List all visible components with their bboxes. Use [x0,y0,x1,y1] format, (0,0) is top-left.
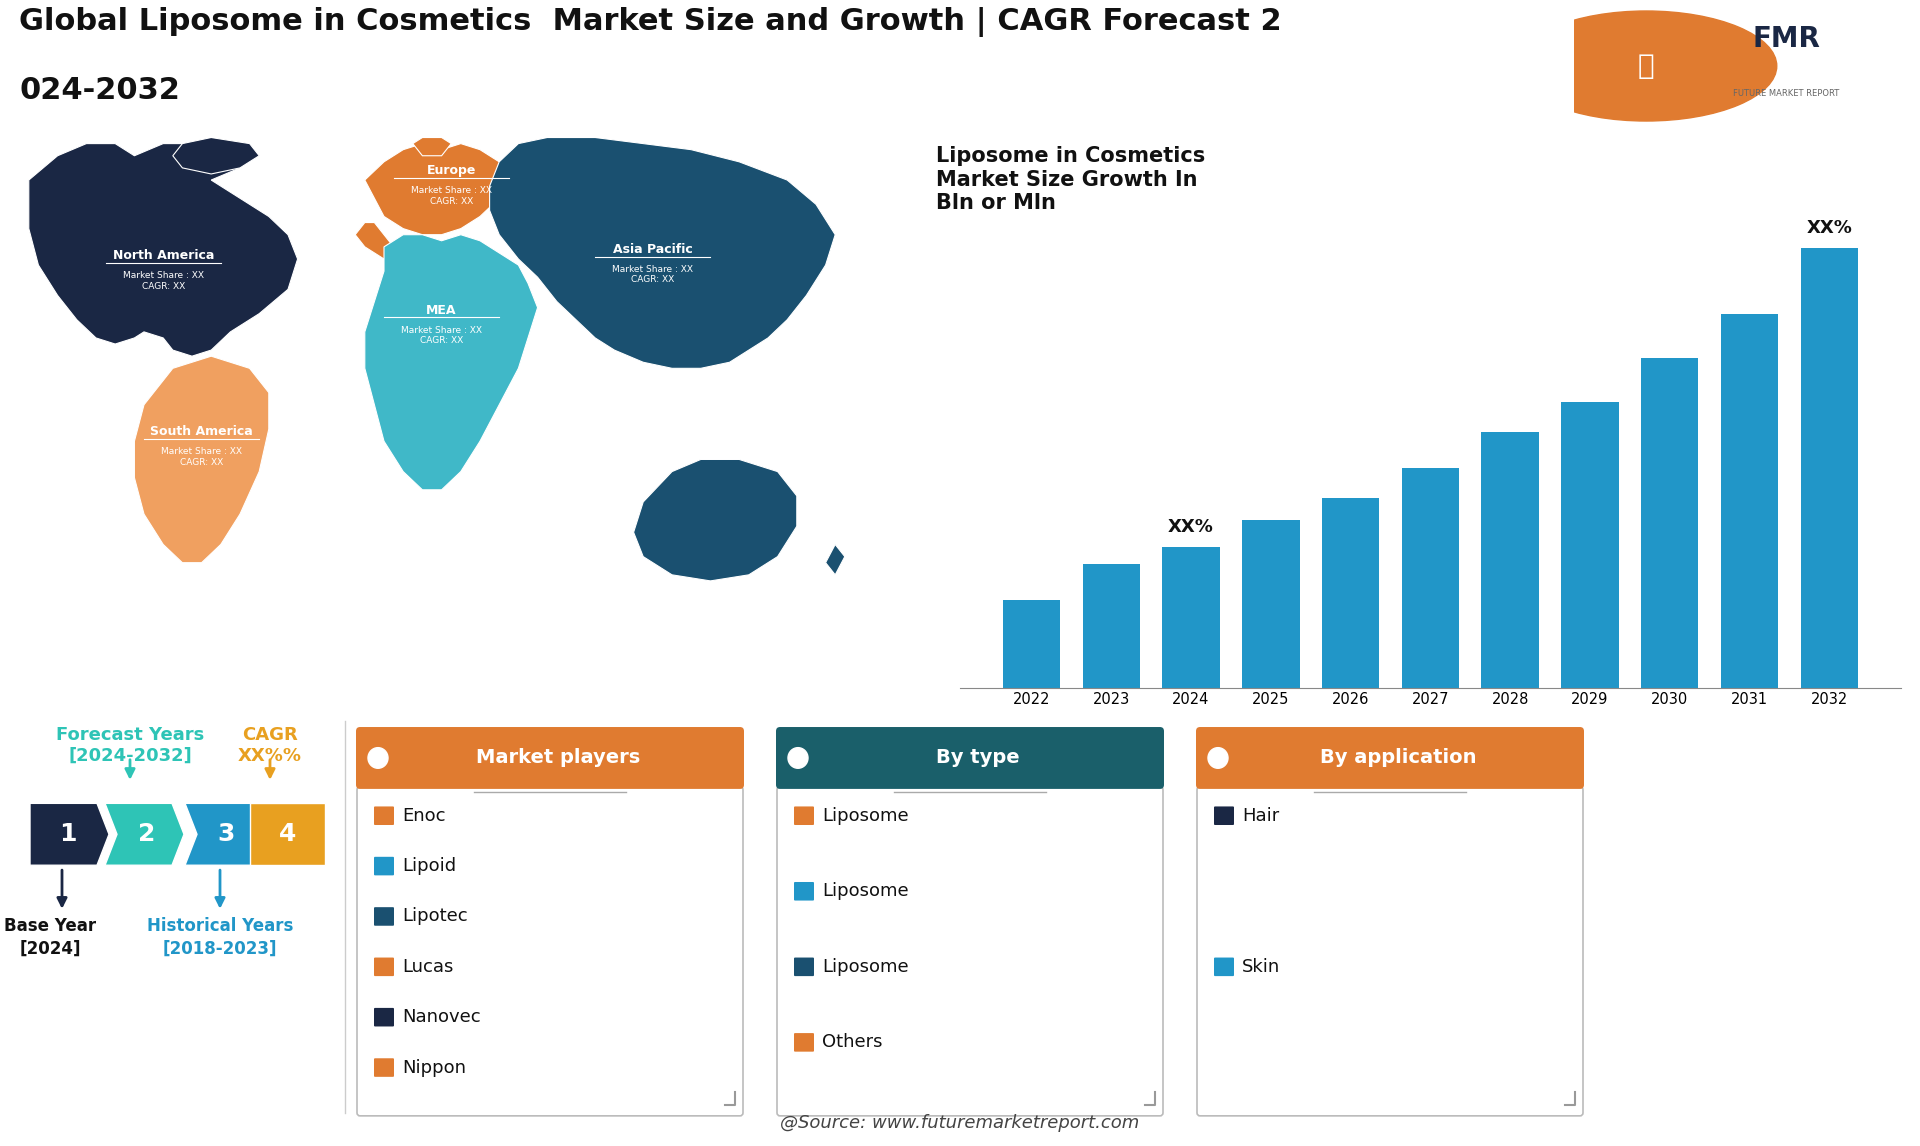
Text: Others: Others [822,1034,883,1051]
Bar [1162,547,1219,688]
Text: Europe: Europe [426,164,476,176]
FancyBboxPatch shape [374,807,394,825]
Text: XX%: XX% [1167,518,1213,536]
Polygon shape [490,138,835,368]
Text: 024-2032: 024-2032 [19,76,180,104]
Text: Asia Pacific: Asia Pacific [612,243,693,256]
Polygon shape [250,803,324,865]
Text: [2018-2023]: [2018-2023] [163,940,276,958]
Text: 2: 2 [138,823,156,846]
Text: North America: North America [113,249,213,262]
Text: Hair: Hair [1242,807,1279,825]
Polygon shape [134,356,269,563]
Text: 🦅: 🦅 [1638,52,1655,80]
FancyBboxPatch shape [357,787,743,1116]
Text: FMR: FMR [1753,24,1820,53]
Text: 3: 3 [217,823,234,846]
Text: South America: South America [150,425,253,438]
FancyBboxPatch shape [374,857,394,876]
Text: Historical Years: Historical Years [146,917,294,935]
Bar [1402,468,1459,688]
FancyBboxPatch shape [1213,958,1235,976]
Polygon shape [355,222,394,259]
FancyBboxPatch shape [374,908,394,926]
Text: XX%%: XX%% [238,747,301,764]
Bar [1561,401,1619,688]
Text: 1: 1 [60,823,77,846]
Polygon shape [365,235,538,489]
Text: Liposome in Cosmetics
Market Size Growth In
Bln or Mln: Liposome in Cosmetics Market Size Growth… [935,147,1206,213]
Polygon shape [106,803,184,865]
Polygon shape [365,143,509,235]
Text: Market Share : XX
CAGR: XX: Market Share : XX CAGR: XX [123,272,204,291]
Text: CAGR: CAGR [242,727,298,744]
Text: Lipotec: Lipotec [401,908,468,926]
Text: Lucas: Lucas [401,958,453,976]
FancyBboxPatch shape [795,807,814,825]
FancyBboxPatch shape [374,1058,394,1077]
Bar [1242,520,1300,688]
FancyBboxPatch shape [795,1033,814,1052]
Text: Liposome: Liposome [822,958,908,976]
Text: [2024-2032]: [2024-2032] [67,747,192,764]
FancyBboxPatch shape [776,727,1164,788]
Polygon shape [31,803,109,865]
FancyBboxPatch shape [1196,727,1584,788]
FancyBboxPatch shape [374,958,394,976]
Text: [2024]: [2024] [19,940,81,958]
Circle shape [1208,747,1229,768]
Bar [1002,599,1060,688]
Polygon shape [634,460,797,581]
Text: Lipoid: Lipoid [401,857,457,876]
FancyBboxPatch shape [374,1008,394,1027]
Text: Market players: Market players [476,748,639,768]
Text: MEA: MEA [426,304,457,316]
Text: Market Share : XX
CAGR: XX: Market Share : XX CAGR: XX [401,325,482,345]
FancyBboxPatch shape [795,958,814,976]
Text: Market Share : XX
CAGR: XX: Market Share : XX CAGR: XX [612,265,693,284]
Bar [1482,432,1540,688]
Text: XX%: XX% [1807,219,1853,236]
Text: Nippon: Nippon [401,1059,467,1076]
Bar [1642,358,1699,688]
FancyBboxPatch shape [1196,787,1582,1116]
Bar [1321,499,1379,688]
Text: Market Share : XX
CAGR: XX: Market Share : XX CAGR: XX [161,447,242,466]
Text: By application: By application [1319,748,1476,768]
Bar [1720,314,1778,688]
Circle shape [369,747,388,768]
Text: Skin: Skin [1242,958,1281,976]
Circle shape [787,747,808,768]
Text: Base Year: Base Year [4,917,96,935]
Bar [1083,564,1140,688]
FancyBboxPatch shape [795,882,814,901]
Text: 4: 4 [278,823,296,846]
Polygon shape [29,143,298,356]
FancyBboxPatch shape [778,787,1164,1116]
Text: Global Liposome in Cosmetics  Market Size and Growth | CAGR Forecast 2: Global Liposome in Cosmetics Market Size… [19,7,1283,37]
Text: Market Share : XX
CAGR: XX: Market Share : XX CAGR: XX [411,186,492,205]
Polygon shape [184,803,265,865]
Text: Forecast Years: Forecast Years [56,727,204,744]
Polygon shape [173,138,259,174]
Text: Liposome: Liposome [822,882,908,901]
Circle shape [1515,11,1776,121]
FancyBboxPatch shape [355,727,745,788]
Bar [1801,248,1859,688]
Text: FUTURE MARKET REPORT: FUTURE MARKET REPORT [1734,89,1839,99]
Text: Nanovec: Nanovec [401,1008,480,1026]
Text: By type: By type [937,748,1020,768]
Text: @Source: www.futuremarketreport.com: @Source: www.futuremarketreport.com [780,1114,1140,1132]
Text: Liposome: Liposome [822,807,908,825]
FancyBboxPatch shape [1213,807,1235,825]
Polygon shape [413,138,451,156]
Polygon shape [826,544,845,575]
Text: Enoc: Enoc [401,807,445,825]
